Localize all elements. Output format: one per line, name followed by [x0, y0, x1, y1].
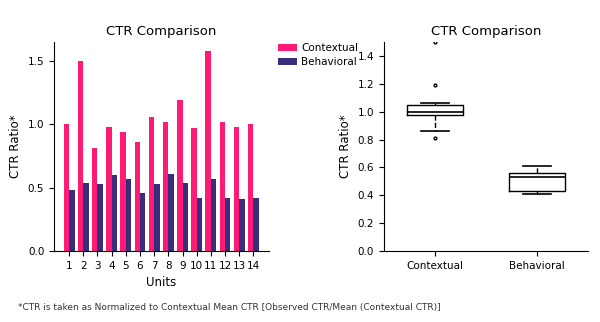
Bar [248, 124, 253, 251]
Bar [169, 174, 174, 251]
Bar [234, 127, 239, 251]
Bar [253, 198, 259, 251]
Bar [121, 132, 126, 251]
Bar [177, 100, 182, 251]
Text: *CTR is taken as Normalized to Contextual Mean CTR [Observed CTR/Mean (Contextua: *CTR is taken as Normalized to Contextua… [18, 303, 440, 312]
Y-axis label: CTR Ratio*: CTR Ratio* [339, 115, 352, 178]
Bar [97, 184, 103, 251]
Bar [163, 122, 169, 251]
Bar [140, 193, 145, 251]
Bar [197, 198, 202, 251]
Bar [126, 179, 131, 251]
Bar [225, 198, 230, 251]
Title: CTR Comparison: CTR Comparison [106, 25, 217, 38]
Y-axis label: CTR Ratio*: CTR Ratio* [9, 115, 22, 178]
Title: CTR Comparison: CTR Comparison [431, 25, 541, 38]
Bar [211, 179, 216, 251]
Bar [220, 122, 225, 251]
Bar [106, 127, 112, 251]
Bar [78, 61, 83, 251]
Bar [92, 148, 97, 251]
Bar [149, 117, 154, 251]
X-axis label: Units: Units [146, 277, 176, 289]
Bar [191, 128, 197, 251]
Bar [134, 142, 140, 251]
Bar [112, 175, 117, 251]
Legend: Contextual, Behavioral: Contextual, Behavioral [278, 43, 358, 67]
Bar [64, 124, 69, 251]
Bar [154, 184, 160, 251]
Bar [69, 190, 74, 251]
Bar [239, 199, 245, 251]
Bar [205, 51, 211, 251]
Bar [83, 183, 89, 251]
Bar [182, 183, 188, 251]
